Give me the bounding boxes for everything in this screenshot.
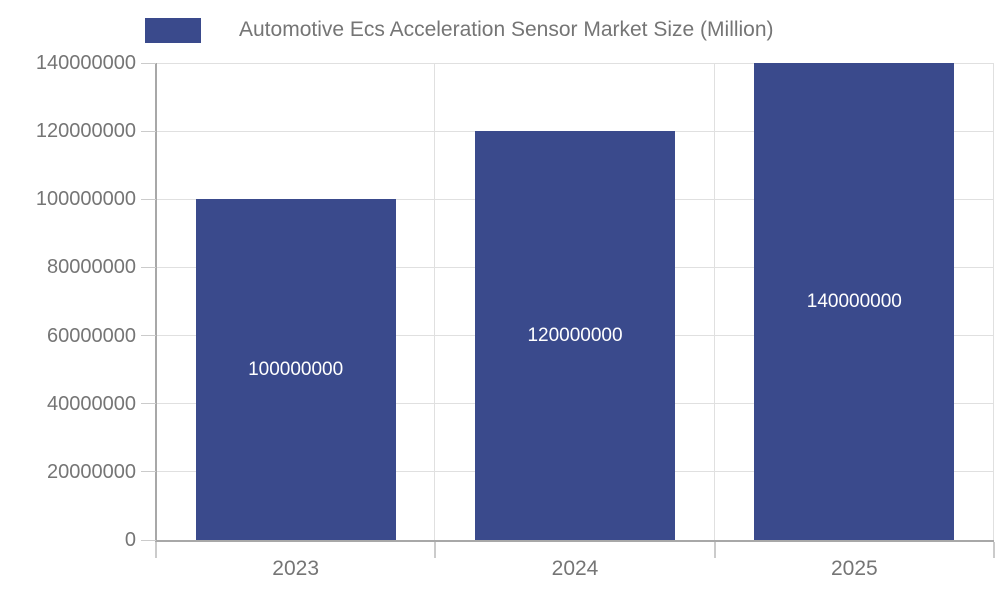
- bar-value-label: 120000000: [527, 324, 623, 346]
- x-axis-line: [155, 540, 994, 542]
- y-axis-tick: [141, 403, 156, 405]
- y-axis-label: 20000000: [47, 460, 136, 483]
- bar-value-label: 140000000: [806, 290, 902, 312]
- y-axis-tick: [141, 198, 156, 200]
- bar-2024: 120000000: [475, 131, 675, 540]
- legend-item[interactable]: Automotive Ecs Acceleration Sensor Marke…: [145, 17, 774, 43]
- y-axis-tick: [141, 130, 156, 132]
- plot-area: 100000000 120000000 140000000: [156, 62, 994, 540]
- bar-2025: 140000000: [754, 63, 955, 540]
- y-axis-label: 80000000: [47, 256, 136, 279]
- legend-swatch-icon: [145, 17, 201, 43]
- chart-title: Automotive Ecs Acceleration Sensor Marke…: [239, 18, 774, 41]
- y-axis-label: 60000000: [47, 324, 136, 347]
- x-axis-tick: [434, 542, 437, 558]
- x-axis-label: 2024: [551, 557, 599, 580]
- y-axis-tick: [141, 335, 156, 337]
- y-axis-label: 100000000: [35, 188, 136, 211]
- x-axis-tick: [993, 542, 995, 558]
- bar-2023: 100000000: [195, 199, 396, 540]
- x-axis-label: 2023: [272, 557, 320, 580]
- y-axis-label: 120000000: [35, 120, 136, 143]
- y-axis-line: [155, 63, 157, 541]
- gridline-vertical: [713, 63, 715, 540]
- y-axis-label: 0: [124, 529, 136, 551]
- y-axis-tick: [141, 539, 156, 541]
- x-axis-tick: [155, 542, 157, 558]
- y-axis-tick: [141, 62, 156, 64]
- bar-value-label: 100000000: [248, 358, 344, 380]
- y-axis-tick: [141, 471, 156, 473]
- gridline-horizontal: [156, 62, 994, 64]
- y-axis-label: 140000000: [35, 52, 136, 74]
- y-axis-label: 40000000: [47, 392, 136, 415]
- gridline-vertical: [993, 63, 994, 540]
- gridline-vertical: [434, 63, 436, 540]
- gridline-horizontal: [156, 130, 994, 132]
- y-axis-tick: [141, 266, 156, 268]
- x-axis-label: 2025: [830, 557, 878, 580]
- x-axis-tick: [713, 542, 716, 558]
